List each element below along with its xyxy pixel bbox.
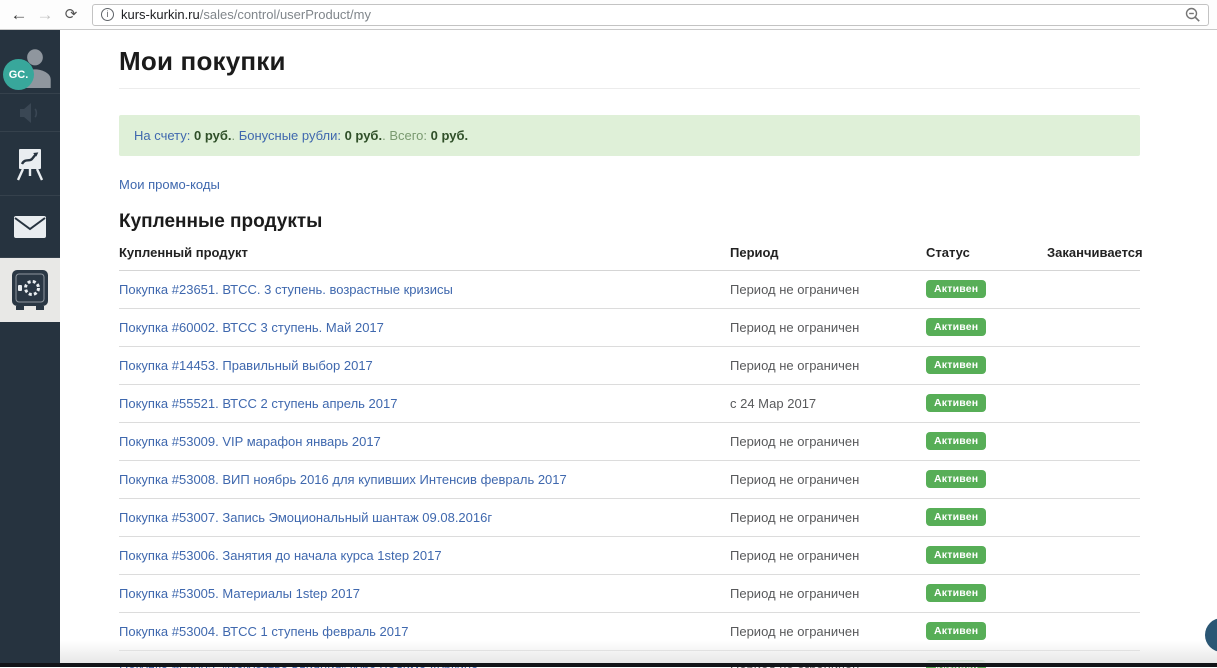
- status-badge: Активен: [926, 508, 987, 526]
- status-badge: Активен: [926, 470, 987, 488]
- sidebar-item-purchases[interactable]: [0, 258, 60, 322]
- url-domain: kurs-kurkin.ru: [121, 7, 200, 22]
- product-link[interactable]: Покупка #53007. Запись Эмоциональный шан…: [119, 509, 493, 525]
- bonus-rubles-link[interactable]: Бонусные рубли:: [238, 128, 341, 143]
- table-header-row: Купленный продукт Период Статус Заканчив…: [119, 235, 1143, 271]
- separator: .: [231, 128, 236, 143]
- table-row: Покупка #14453. Правильный выбор 2017 Пе…: [119, 346, 1140, 385]
- total-value: 0 руб.: [430, 128, 469, 143]
- period-cell: Период не ограничен: [730, 612, 926, 651]
- page-title: Мои покупки: [119, 46, 286, 76]
- ends-cell: [1047, 346, 1140, 385]
- table-row: Покупка #55521. ВТСС 2 ступень апрель 20…: [119, 384, 1140, 423]
- ends-cell: [1047, 270, 1140, 309]
- total-label: Всего:: [389, 128, 428, 143]
- product-link[interactable]: Покупка #60002. ВТСС 3 ступень. Май 2017: [119, 319, 384, 335]
- status-badge: Активен: [926, 432, 987, 450]
- zoom-out-icon[interactable]: [1184, 6, 1202, 24]
- safe-icon: [12, 269, 48, 310]
- product-link[interactable]: Покупка #53005. Материалы 1step 2017: [119, 585, 360, 601]
- table-row: Покупка #60002. ВТСС 3 ступень. Май 2017…: [119, 308, 1140, 347]
- browser-toolbar: ← → ⟳ i kurs-kurkin.ru/sales/control/use…: [0, 0, 1217, 30]
- ends-cell: [1047, 460, 1140, 499]
- table-row: Покупка #53004. ВТСС 1 ступень февраль 2…: [119, 612, 1140, 651]
- status-badge: Активен: [926, 584, 987, 602]
- sidebar-item-mail[interactable]: [0, 196, 60, 258]
- account-balance-link[interactable]: На счету:: [134, 128, 191, 143]
- ends-cell: [1047, 384, 1140, 423]
- url-path: /sales/control/userProduct/my: [199, 7, 371, 22]
- period-cell: Период не ограничен: [730, 422, 926, 461]
- product-link[interactable]: Покупка #23651. ВТСС. 3 ступень. возраст…: [119, 281, 453, 297]
- status-badge: Активен: [926, 546, 987, 564]
- table-row: Покупка #23651. ВТСС. 3 ступень. возраст…: [119, 270, 1140, 309]
- period-cell: Период не ограничен: [730, 460, 926, 499]
- product-link[interactable]: Покупка #53008. ВИП ноябрь 2016 для купи…: [119, 471, 567, 487]
- header-status: Статус: [926, 235, 1047, 271]
- period-cell: Период не ограничен: [730, 346, 926, 385]
- period-cell: Период не ограничен: [730, 498, 926, 537]
- url-text: kurs-kurkin.ru/sales/control/userProduct…: [121, 7, 371, 22]
- ends-cell: [1047, 536, 1140, 575]
- product-link[interactable]: Покупка #53006. Занятия до начала курса …: [119, 547, 442, 563]
- ends-cell: [1047, 574, 1140, 613]
- period-cell: Период не ограничен: [730, 308, 926, 347]
- table-row: Покупка #53006. Занятия до начала курса …: [119, 536, 1140, 575]
- status-badge: Активен: [926, 394, 987, 412]
- purchases-table-body: Покупка #23651. ВТСС. 3 ступень. возраст…: [119, 270, 1140, 668]
- ends-cell: [1047, 422, 1140, 461]
- chart-easel-icon: [16, 148, 44, 180]
- reload-button[interactable]: ⟳: [64, 6, 78, 23]
- title-divider: [119, 88, 1140, 89]
- status-badge: Активен: [926, 318, 987, 336]
- product-link[interactable]: Покупка #53004. ВТСС 1 ступень февраль 2…: [119, 623, 409, 639]
- ends-cell: [1047, 612, 1140, 651]
- product-link[interactable]: Покупка #55521. ВТСС 2 ступень апрель 20…: [119, 395, 398, 411]
- purchases-table: Купленный продукт Период Статус Заканчив…: [119, 235, 1143, 668]
- header-product: Купленный продукт: [119, 235, 730, 271]
- ends-cell: [1047, 498, 1140, 537]
- megaphone-icon: [20, 102, 38, 123]
- period-cell: с 24 Мар 2017: [730, 384, 926, 423]
- sidebar-item-statistics[interactable]: [0, 132, 60, 196]
- back-button[interactable]: ←: [10, 5, 28, 24]
- status-badge: Активен: [926, 356, 987, 374]
- separator: .: [382, 128, 386, 143]
- sidebar: GC.: [0, 30, 60, 663]
- page-body: GC.: [0, 30, 1217, 668]
- period-cell: Период не ограничен: [730, 574, 926, 613]
- product-link[interactable]: Покупка #14453. Правильный выбор 2017: [119, 357, 373, 373]
- url-bar[interactable]: i kurs-kurkin.ru/sales/control/userProdu…: [92, 3, 1209, 26]
- info-icon[interactable]: i: [101, 8, 114, 21]
- sidebar-item-profile[interactable]: GC.: [0, 30, 60, 94]
- header-period: Период: [730, 235, 926, 271]
- table-row: Покупка #53007. Запись Эмоциональный шан…: [119, 498, 1140, 537]
- account-balance-value: 0 руб.: [194, 128, 232, 143]
- table-row: Покупка #53008. ВИП ноябрь 2016 для купи…: [119, 460, 1140, 499]
- bonus-rubles-value: 0 руб.: [344, 128, 383, 143]
- promo-codes-link[interactable]: Мои промо-коды: [119, 177, 220, 192]
- avatar-badge: GC.: [3, 59, 34, 90]
- header-ends: Заканчивается: [1047, 235, 1143, 271]
- bottom-edge-strip: [0, 663, 1217, 667]
- ends-cell: [1047, 308, 1140, 347]
- period-cell: Период не ограничен: [730, 270, 926, 309]
- sidebar-item-announcements[interactable]: [0, 94, 60, 132]
- chat-widget-button[interactable]: [1205, 618, 1217, 652]
- main-content: Мои покупки На счету: 0 руб.. Бонусные р…: [60, 30, 1217, 668]
- section-title: Купленные продукты: [119, 211, 323, 232]
- status-badge: Активен: [926, 280, 987, 298]
- period-cell: Период не ограничен: [730, 536, 926, 575]
- forward-button[interactable]: →: [36, 5, 54, 24]
- envelope-icon: [14, 215, 46, 238]
- table-row: Покупка #53005. Материалы 1step 2017 Пер…: [119, 574, 1140, 613]
- table-row: Покупка #53009. VIP марафон январь 2017 …: [119, 422, 1140, 461]
- product-link[interactable]: Покупка #53009. VIP марафон январь 2017: [119, 433, 381, 449]
- balance-alert: На счету: 0 руб.. Бонусные рубли: 0 руб.…: [119, 115, 1140, 156]
- status-badge: Активен: [926, 622, 987, 640]
